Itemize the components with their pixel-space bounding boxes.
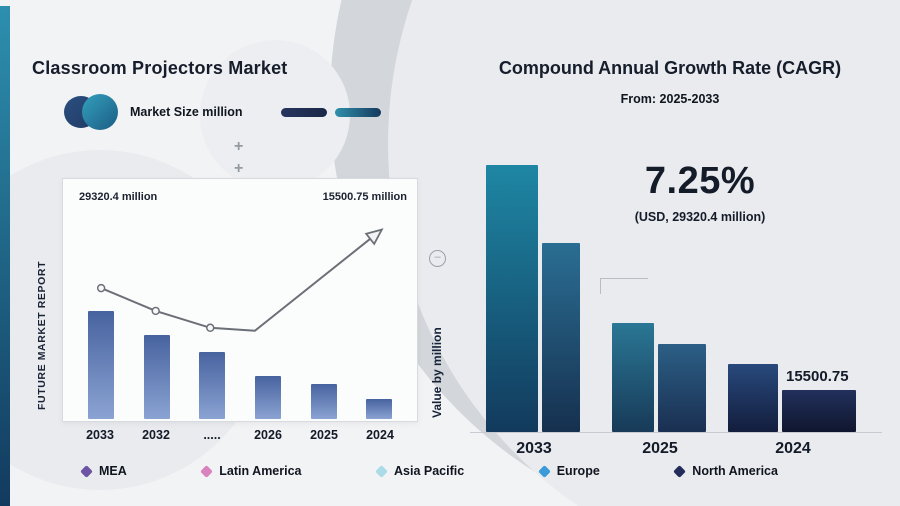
start-value-label: 29320.4 million xyxy=(79,191,158,203)
cagr-bar-group: 2025 xyxy=(612,166,708,458)
market-bar xyxy=(87,310,114,419)
market-x-label: 2033 xyxy=(86,428,114,442)
plus-decoration: + xyxy=(234,138,244,155)
market-x-label: 2024 xyxy=(366,428,394,442)
region-legend: MEA Latin America Asia Pacific Europe North … xyxy=(80,464,778,478)
market-bar xyxy=(143,335,170,419)
legend-label: North America xyxy=(692,464,778,478)
legend-pill-navy-icon xyxy=(280,107,327,117)
cagr-baseline xyxy=(470,432,882,433)
cagr-x-label: 2024 xyxy=(775,440,811,457)
cagr-value: 7.25% xyxy=(644,160,756,202)
legend-pill-teal-icon xyxy=(334,107,381,117)
legend-diamond-icon xyxy=(673,464,687,478)
market-size-label: Market Size million xyxy=(130,105,243,119)
left-chart-title: Classroom Projectors Market xyxy=(32,58,288,78)
market-x-label: 2026 xyxy=(254,428,282,442)
market-x-label: 2032 xyxy=(142,428,170,442)
cagr-bar-group: 2024 xyxy=(728,166,858,458)
market-bar-column xyxy=(73,215,129,419)
legend-label: Asia Pacific xyxy=(394,464,465,478)
market-bars xyxy=(73,215,407,419)
market-x-label: ..... xyxy=(203,428,221,442)
market-bar-column xyxy=(184,215,240,419)
legend-label: Latin America xyxy=(219,464,302,478)
value-axis-label: Value by million xyxy=(430,327,444,418)
market-bar xyxy=(254,376,281,419)
legend-diamond-icon xyxy=(80,464,93,478)
market-bar-column xyxy=(351,215,407,419)
legend-label: MEA xyxy=(99,464,127,478)
legend-diamond-icon xyxy=(200,464,214,478)
cagr-x-label: 2025 xyxy=(642,440,678,457)
market-xlabels: 2033 2032..... 2026 2025 2024 xyxy=(72,428,408,442)
legend-label: Europe xyxy=(556,464,600,478)
cagr-note: (USD, 29320.4 million) xyxy=(634,210,766,224)
cagr-chart: 2033 2025 2024 xyxy=(470,165,882,458)
cagr-bar xyxy=(612,323,654,432)
cagr-x-label: 2033 xyxy=(516,440,552,457)
market-bar-column xyxy=(129,215,185,419)
cagr-subtitle: From: 2025-2033 xyxy=(620,92,720,106)
market-bar xyxy=(310,384,337,419)
future-market-report-watermark: FUTURE MARKET REPORT xyxy=(36,260,48,410)
disc-teal-icon xyxy=(82,94,118,130)
market-size-icon xyxy=(64,94,118,130)
end-value-callout: 15500.75 xyxy=(786,368,849,385)
market-size-legend: Market Size million xyxy=(64,92,381,132)
market-bar xyxy=(199,351,226,419)
legend-item: North America xyxy=(673,464,778,478)
end-value-label: 15500.75 million xyxy=(322,191,407,203)
market-x-label: 2025 xyxy=(310,428,338,442)
market-bar-column xyxy=(296,215,352,419)
legend-item: MEA xyxy=(80,464,127,478)
cagr-bar xyxy=(542,243,580,432)
cagr-bar xyxy=(782,390,856,432)
market-size-chart: 29320.4 million 15500.75 million xyxy=(62,178,418,422)
market-bar-column xyxy=(240,215,296,419)
cagr-bar xyxy=(728,364,778,432)
step-decoration xyxy=(600,278,648,294)
legend-item: Asia Pacific xyxy=(375,464,465,478)
cagr-title: Compound Annual Growth Rate (CAGR) xyxy=(498,58,842,78)
trend-line-svg xyxy=(96,228,384,332)
minus-circle-icon: – xyxy=(429,250,446,267)
market-bar xyxy=(366,398,393,419)
cagr-bar xyxy=(486,165,538,432)
cagr-bar-group: 2033 xyxy=(486,165,582,458)
left-accent-bar xyxy=(0,6,10,506)
legend-diamond-icon xyxy=(375,464,388,478)
cagr-bar xyxy=(658,344,706,432)
legend-item: Europe xyxy=(537,464,600,478)
plus-decoration: + xyxy=(234,160,244,177)
legend-item: Latin America xyxy=(200,464,302,478)
legend-diamond-icon xyxy=(537,464,551,478)
